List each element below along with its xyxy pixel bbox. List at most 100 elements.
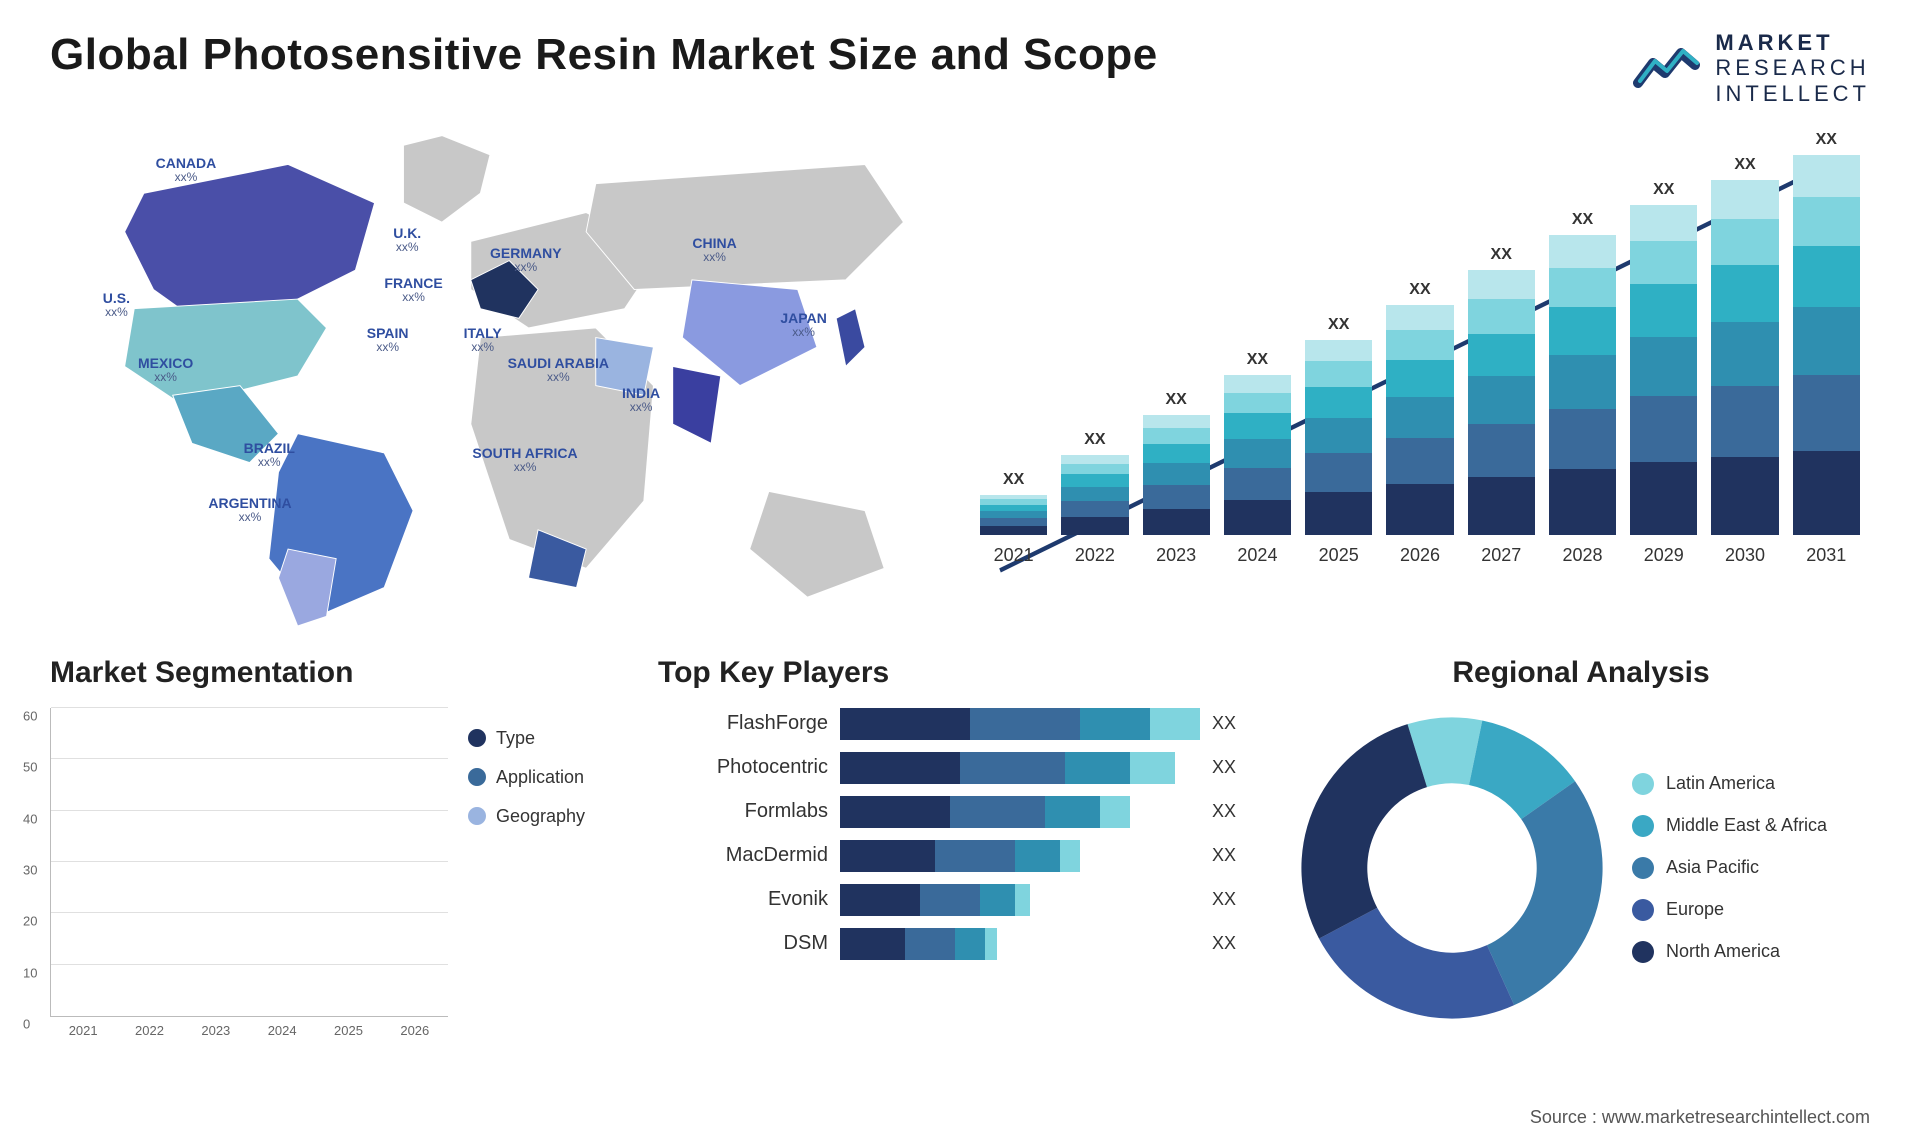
key-player-name: Evonik [658,888,828,911]
legend-swatch [1632,941,1654,963]
segmentation-chart: 1020304050600 [50,708,448,1017]
bar-segment [1150,708,1200,740]
forecast-bar: XX2024 [1224,351,1291,566]
key-player-value: XX [1212,933,1262,954]
brand-logo: MARKET RESEARCH INTELLECT [1633,30,1870,106]
bar-segment [1305,492,1372,535]
bar-segment [1549,355,1616,409]
bar-value-label: XX [1572,211,1593,229]
bar-segment [1386,484,1453,535]
year-tick: 2029 [1644,545,1684,566]
key-player-row: EvonikXX [658,884,1262,916]
bar-segment [1711,457,1778,535]
bar-segment [1305,418,1372,453]
key-player-name: DSM [658,932,828,955]
legend-swatch [1632,773,1654,795]
bar-segment [1793,155,1860,197]
legend-label: Type [496,728,535,749]
bar-segment [1630,396,1697,462]
segmentation-legend: Type Application Geography [468,708,628,1038]
bar-segment [1224,500,1291,535]
bar-segment [1224,413,1291,439]
bar-value-label: XX [1084,431,1105,449]
year-tick: 2027 [1481,545,1521,566]
logo-text-2: RESEARCH [1715,55,1870,80]
legend-label: Application [496,767,584,788]
bar-value-label: XX [1247,351,1268,369]
bar-segment [935,840,1015,872]
map-label: JAPANxx% [780,311,826,340]
regional-legend: Latin America Middle East & Africa Asia Pa… [1632,773,1827,963]
key-player-value: XX [1212,801,1262,822]
bar-segment [1793,375,1860,451]
x-tick: 2025 [319,1023,377,1038]
forecast-bar: XX2022 [1061,431,1128,566]
map-label: SPAINxx% [367,326,409,355]
bar-segment [1386,305,1453,330]
bar-segment [1793,307,1860,375]
bar-segment [1793,451,1860,535]
logo-text-1: MARKET [1715,30,1870,55]
bar-segment [1224,375,1291,393]
bar-segment [1224,439,1291,468]
key-player-row: PhotocentricXX [658,752,1262,784]
map-label: U.K.xx% [393,226,421,255]
legend-item: Asia Pacific [1632,857,1827,879]
legend-item: Type [468,728,628,749]
bar-segment [980,884,1015,916]
bar-segment [1143,428,1210,444]
year-tick: 2023 [1156,545,1196,566]
bar-segment [1711,265,1778,322]
key-player-row: FlashForgeXX [658,708,1262,740]
map-label: MEXICOxx% [138,356,193,385]
x-tick: 2023 [187,1023,245,1038]
key-players-panel: Top Key Players FlashForgeXX Photocentric… [658,656,1262,1086]
key-player-row: FormlabsXX [658,796,1262,828]
bar-segment [1549,469,1616,535]
legend-label: Middle East & Africa [1666,815,1827,836]
donut-slice [1487,781,1603,1005]
bar-segment [1549,268,1616,307]
bar-segment [1143,463,1210,485]
bar-segment [1143,509,1210,535]
map-label: SAUDI ARABIAxx% [508,356,609,385]
key-players-title: Top Key Players [658,656,1262,690]
bar-segment [1468,424,1535,477]
bar-segment [1630,337,1697,396]
bar-segment [1060,840,1080,872]
bar-value-label: XX [1165,391,1186,409]
x-tick: 2021 [54,1023,112,1038]
logo-text-3: INTELLECT [1715,81,1870,106]
bar-segment [1793,246,1860,307]
bar-segment [960,752,1065,784]
bar-segment [840,884,920,916]
x-tick: 2022 [120,1023,178,1038]
year-tick: 2025 [1319,545,1359,566]
key-player-bar [840,752,1200,784]
bar-segment [1080,708,1150,740]
bar-segment [1711,322,1778,386]
bar-segment [1630,205,1697,241]
x-tick: 2024 [253,1023,311,1038]
bar-value-label: XX [1653,181,1674,199]
bar-segment [1015,840,1060,872]
bar-segment [980,526,1047,535]
world-map-panel: CANADAxx%U.S.xx%MEXICOxx%BRAZILxx%ARGENT… [50,126,930,626]
legend-swatch [468,729,486,747]
forecast-bar: XX2026 [1386,281,1453,566]
y-tick: 40 [23,811,37,826]
bar-segment [840,928,905,960]
logo-mark-icon [1633,43,1703,93]
bar-segment [1061,501,1128,517]
y-tick: 50 [23,760,37,775]
y-tick: 30 [23,862,37,877]
bar-segment [920,884,980,916]
bar-segment [1630,284,1697,337]
bar-segment [1015,884,1030,916]
legend-item: Latin America [1632,773,1827,795]
y-tick: 20 [23,914,37,929]
legend-label: Geography [496,806,585,827]
key-player-bar [840,796,1200,828]
legend-swatch [1632,857,1654,879]
legend-swatch [468,807,486,825]
